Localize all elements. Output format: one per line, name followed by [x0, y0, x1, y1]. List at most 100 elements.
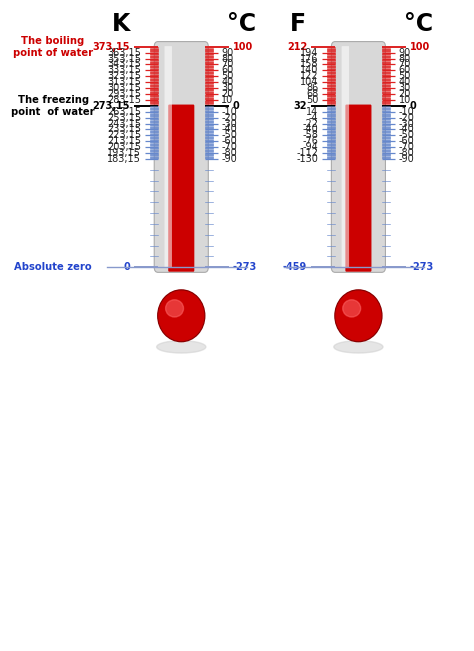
Text: 30: 30 — [221, 83, 234, 93]
Text: 233,15: 233,15 — [107, 124, 141, 135]
Text: 323,15: 323,15 — [107, 72, 141, 81]
Text: -10: -10 — [399, 107, 414, 117]
FancyBboxPatch shape — [331, 42, 385, 272]
Text: -70: -70 — [399, 142, 414, 152]
Text: 158: 158 — [300, 59, 319, 70]
Text: -459: -459 — [283, 262, 307, 272]
FancyBboxPatch shape — [346, 105, 372, 271]
Text: 293,15: 293,15 — [107, 89, 141, 99]
Text: 193,15: 193,15 — [107, 148, 141, 158]
Text: 100: 100 — [233, 42, 253, 52]
Text: -50: -50 — [399, 130, 414, 141]
Text: The freezing
point  of water: The freezing point of water — [11, 95, 95, 117]
Ellipse shape — [159, 291, 204, 340]
Text: -50: -50 — [221, 130, 237, 141]
Text: 213,15: 213,15 — [107, 136, 141, 146]
Text: 283,15: 283,15 — [107, 95, 141, 105]
Text: -40: -40 — [302, 124, 319, 135]
Text: 32: 32 — [293, 101, 307, 111]
Text: -70: -70 — [221, 142, 237, 152]
Text: 253,15: 253,15 — [107, 113, 141, 122]
Text: 223,15: 223,15 — [107, 130, 141, 141]
Text: -80: -80 — [399, 148, 414, 158]
Text: 0: 0 — [123, 262, 130, 272]
Text: -130: -130 — [296, 154, 319, 164]
Text: -273: -273 — [233, 262, 257, 272]
Text: -4: -4 — [309, 113, 319, 122]
FancyBboxPatch shape — [154, 42, 208, 272]
Text: 20: 20 — [221, 89, 234, 99]
Text: 90: 90 — [221, 48, 234, 58]
Text: °C: °C — [228, 12, 256, 36]
Text: 243,15: 243,15 — [107, 118, 141, 129]
Text: 90: 90 — [399, 48, 411, 58]
Text: 333,15: 333,15 — [107, 65, 141, 76]
Text: 60: 60 — [221, 65, 234, 76]
Text: °C: °C — [404, 12, 434, 36]
Text: 203,15: 203,15 — [107, 142, 141, 152]
Text: 0: 0 — [233, 101, 239, 111]
Text: 104: 104 — [300, 77, 319, 87]
Text: 194: 194 — [300, 48, 319, 58]
Text: 14: 14 — [306, 107, 319, 117]
Text: -40: -40 — [399, 124, 414, 135]
Text: 86: 86 — [306, 83, 319, 93]
Ellipse shape — [334, 340, 383, 353]
Ellipse shape — [336, 291, 381, 340]
Text: The boiling
point of water: The boiling point of water — [13, 36, 93, 57]
Text: 60: 60 — [399, 65, 411, 76]
FancyBboxPatch shape — [164, 46, 172, 268]
Text: 20: 20 — [399, 89, 411, 99]
Text: -22: -22 — [302, 118, 319, 129]
Text: 80: 80 — [221, 53, 234, 64]
Text: 183,15: 183,15 — [107, 154, 141, 164]
Text: -20: -20 — [399, 113, 414, 122]
Text: 10: 10 — [221, 95, 234, 105]
Ellipse shape — [343, 299, 361, 317]
Text: Absolute zero: Absolute zero — [14, 262, 92, 272]
Text: 100: 100 — [410, 42, 430, 52]
Text: 70: 70 — [399, 59, 411, 70]
Text: 40: 40 — [221, 77, 234, 87]
Text: 50: 50 — [306, 95, 319, 105]
Text: -60: -60 — [221, 136, 237, 146]
Text: F: F — [290, 12, 306, 36]
Text: 176: 176 — [300, 53, 319, 64]
Text: 0: 0 — [410, 101, 417, 111]
FancyBboxPatch shape — [168, 105, 194, 271]
Text: 212: 212 — [287, 42, 307, 52]
Text: 30: 30 — [399, 83, 411, 93]
Text: 68: 68 — [306, 89, 319, 99]
Text: 10: 10 — [399, 95, 411, 105]
Text: -90: -90 — [221, 154, 237, 164]
Text: -273: -273 — [410, 262, 434, 272]
Ellipse shape — [158, 290, 205, 342]
Text: 313,15: 313,15 — [107, 77, 141, 87]
Text: -94: -94 — [302, 142, 319, 152]
Text: 303,15: 303,15 — [107, 83, 141, 93]
Text: 80: 80 — [399, 53, 411, 64]
Text: 353,15: 353,15 — [107, 53, 141, 64]
Text: -10: -10 — [221, 107, 237, 117]
Text: -60: -60 — [399, 136, 414, 146]
Text: 343,15: 343,15 — [107, 59, 141, 70]
Text: 263,15: 263,15 — [107, 107, 141, 117]
Text: -112: -112 — [296, 148, 319, 158]
Text: 373,15: 373,15 — [92, 42, 130, 52]
Text: K: K — [111, 12, 130, 36]
Text: -58: -58 — [302, 130, 319, 141]
Text: 122: 122 — [300, 72, 319, 81]
FancyBboxPatch shape — [342, 46, 349, 268]
Text: -90: -90 — [399, 154, 414, 164]
Ellipse shape — [335, 290, 382, 342]
Text: 50: 50 — [399, 72, 411, 81]
Text: 70: 70 — [221, 59, 234, 70]
Text: -80: -80 — [221, 148, 237, 158]
Text: -76: -76 — [302, 136, 319, 146]
Text: -20: -20 — [221, 113, 237, 122]
Text: 50: 50 — [221, 72, 234, 81]
Text: -40: -40 — [221, 124, 237, 135]
Text: -30: -30 — [221, 118, 237, 129]
Text: 140: 140 — [300, 65, 319, 76]
Text: 273,15: 273,15 — [92, 101, 130, 111]
